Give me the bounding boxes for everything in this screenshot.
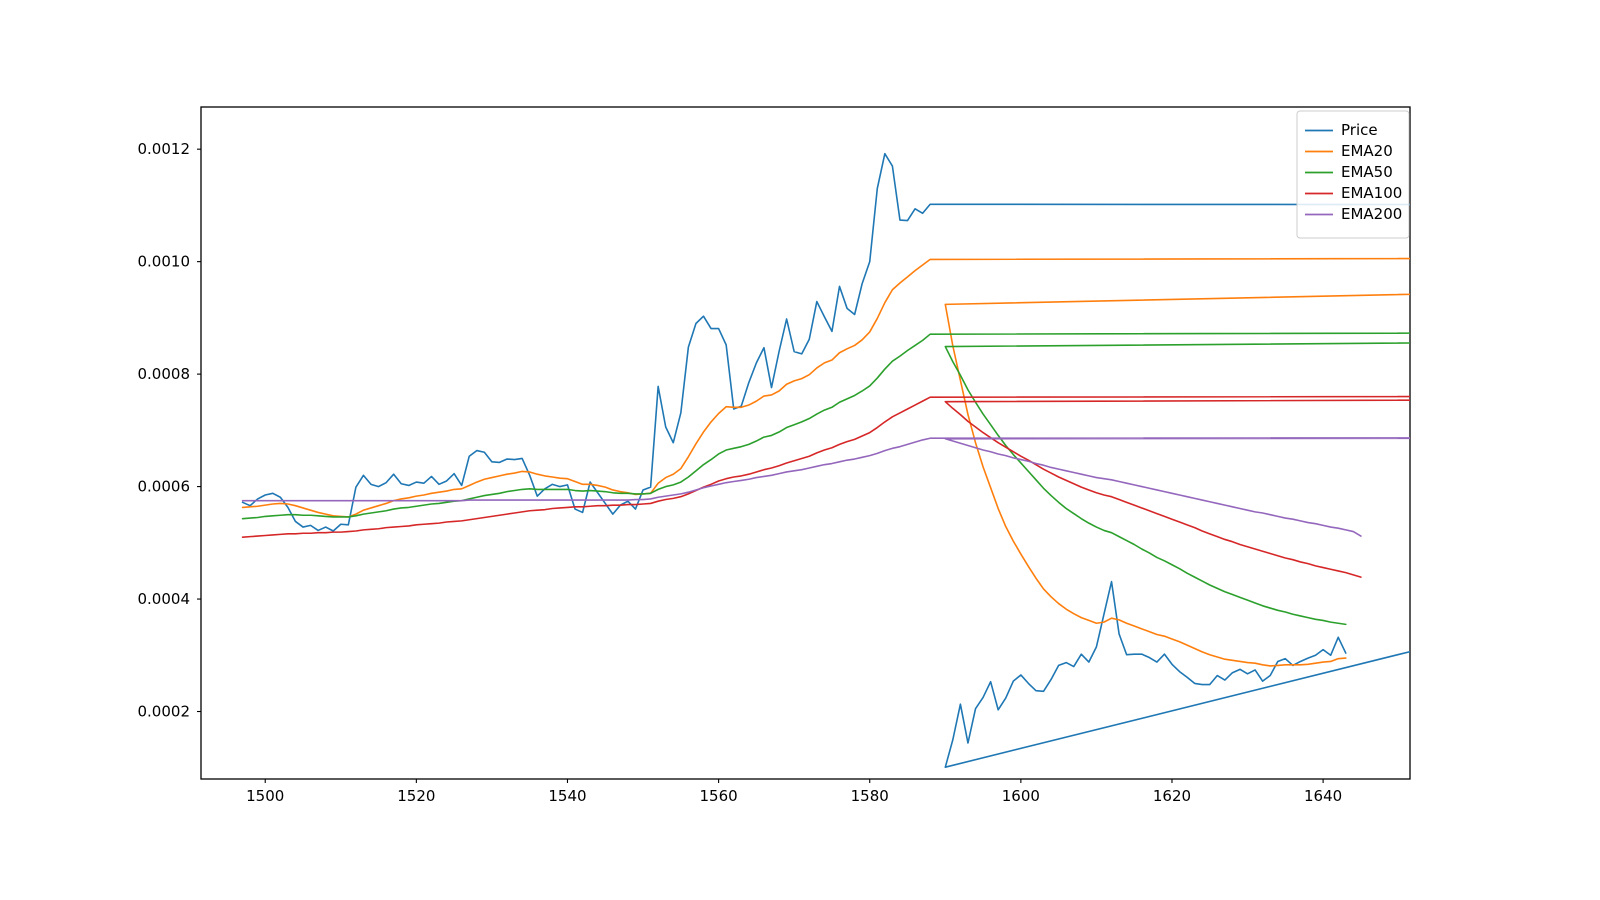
plot-frame [200,106,1411,780]
x-tick-label: 1540 [548,787,586,805]
legend-label-ema100: EMA100 [1341,184,1402,202]
x-tick-label: 1600 [1002,787,1040,805]
series-line-ema100 [241,395,1410,578]
x-tick-label: 1620 [1153,787,1191,805]
y-tick-label: 0.0008 [138,365,191,383]
legend-label-ema200: EMA200 [1341,205,1402,223]
y-tick-label: 0.0006 [138,478,191,496]
y-tick-label: 0.0004 [138,590,191,608]
legend-label-ema50: EMA50 [1341,163,1393,181]
legend-background [1296,110,1410,239]
x-tick-label: 1640 [1304,787,1342,805]
series-line-ema20 [241,257,1410,667]
legend-label-price: Price [1341,121,1378,139]
x-tick-label: 1560 [700,787,738,805]
chart-legend[interactable]: Price EMA20 EMA50 EMA100 EMA200 [1296,110,1410,239]
y-tick-label: 0.0010 [138,253,191,271]
x-tick-label: 1500 [246,787,284,805]
x-tick-label: 1520 [397,787,435,805]
y-tick-label: 0.0012 [138,140,191,158]
legend-label-ema20: EMA20 [1341,142,1393,160]
series-line-price [241,152,1410,768]
x-tick-label: 1580 [851,787,889,805]
y-tick-label: 0.0002 [138,703,191,721]
series-lines [241,152,1410,768]
axes: 1500 1520 1540 1560 1580 1600 1620 1640 0.0002 0.… [138,106,1411,805]
series-line-ema50 [241,332,1410,626]
series-line-ema200 [241,437,1410,537]
